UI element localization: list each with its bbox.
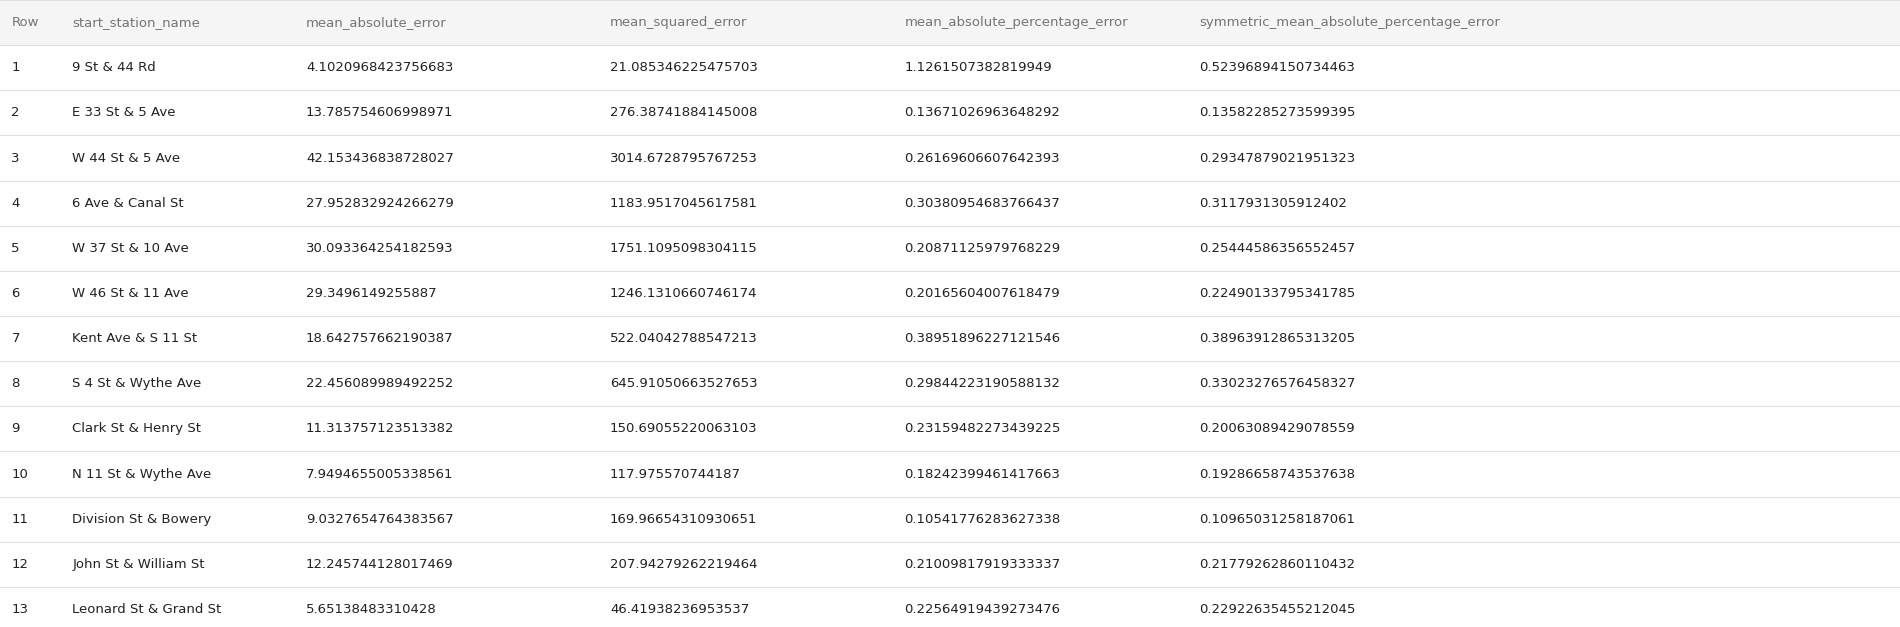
Bar: [0, 45, 1900, 90]
Text: 22.456089989492252: 22.456089989492252: [306, 377, 454, 390]
Text: 207.94279262219464: 207.94279262219464: [610, 558, 758, 571]
Bar: [0, 90, 1900, 135]
Text: 276.38741884145008: 276.38741884145008: [610, 107, 758, 119]
Text: 1.1261507382819949: 1.1261507382819949: [904, 61, 1053, 74]
Bar: [0, 497, 1900, 542]
Text: S 4 St & Wythe Ave: S 4 St & Wythe Ave: [72, 377, 201, 390]
Text: E 33 St & 5 Ave: E 33 St & 5 Ave: [72, 107, 175, 119]
Text: 169.96654310930651: 169.96654310930651: [610, 513, 758, 525]
Text: 12.245744128017469: 12.245744128017469: [306, 558, 454, 571]
Text: 42.153436838728027: 42.153436838728027: [306, 152, 454, 164]
Text: 0.13671026963648292: 0.13671026963648292: [904, 107, 1060, 119]
Text: mean_absolute_error: mean_absolute_error: [306, 16, 446, 29]
Text: 0.38963912865313205: 0.38963912865313205: [1199, 332, 1355, 345]
Bar: [0, 451, 1900, 497]
Text: 11: 11: [11, 513, 28, 525]
Text: Kent Ave & S 11 St: Kent Ave & S 11 St: [72, 332, 198, 345]
Text: N 11 St & Wythe Ave: N 11 St & Wythe Ave: [72, 468, 211, 480]
Bar: [0, 361, 1900, 406]
Text: 0.21779262860110432: 0.21779262860110432: [1199, 558, 1355, 571]
Text: 522.04042788547213: 522.04042788547213: [610, 332, 758, 345]
Text: 30.093364254182593: 30.093364254182593: [306, 242, 454, 255]
Text: 13.785754606998971: 13.785754606998971: [306, 107, 454, 119]
Text: 0.29347879021951323: 0.29347879021951323: [1199, 152, 1355, 164]
Text: 11.313757123513382: 11.313757123513382: [306, 423, 454, 435]
Bar: [0, 181, 1900, 226]
Text: 5.65138483310428: 5.65138483310428: [306, 603, 437, 616]
Text: mean_absolute_percentage_error: mean_absolute_percentage_error: [904, 16, 1129, 29]
Text: 117.975570744187: 117.975570744187: [610, 468, 741, 480]
Bar: [0, 226, 1900, 271]
Text: 2: 2: [11, 107, 19, 119]
Text: 1183.9517045617581: 1183.9517045617581: [610, 197, 758, 209]
Text: 12: 12: [11, 558, 28, 571]
Text: 9: 9: [11, 423, 19, 435]
Text: Row: Row: [11, 16, 38, 29]
Text: 0.3117931305912402: 0.3117931305912402: [1199, 197, 1347, 209]
Text: W 44 St & 5 Ave: W 44 St & 5 Ave: [72, 152, 180, 164]
Text: 6: 6: [11, 287, 19, 300]
Text: 18.642757662190387: 18.642757662190387: [306, 332, 454, 345]
Text: 29.3496149255887: 29.3496149255887: [306, 287, 437, 300]
Text: 0.25444586356552457: 0.25444586356552457: [1199, 242, 1355, 255]
Text: 0.38951896227121546: 0.38951896227121546: [904, 332, 1060, 345]
Text: 46.41938236953537: 46.41938236953537: [610, 603, 749, 616]
Text: 7: 7: [11, 332, 19, 345]
Text: John St & William St: John St & William St: [72, 558, 205, 571]
Text: 0.10541776283627338: 0.10541776283627338: [904, 513, 1060, 525]
Text: 0.33023276576458327: 0.33023276576458327: [1199, 377, 1355, 390]
Bar: [0, 587, 1900, 627]
Text: Division St & Bowery: Division St & Bowery: [72, 513, 211, 525]
Text: 27.952832924266279: 27.952832924266279: [306, 197, 454, 209]
Bar: [0, 316, 1900, 361]
Text: 3: 3: [11, 152, 19, 164]
Text: 3014.6728795767253: 3014.6728795767253: [610, 152, 758, 164]
Text: 13: 13: [11, 603, 28, 616]
Text: 21.085346225475703: 21.085346225475703: [610, 61, 758, 74]
Text: 0.22564919439273476: 0.22564919439273476: [904, 603, 1060, 616]
Bar: [0, 406, 1900, 451]
Text: 7.9494655005338561: 7.9494655005338561: [306, 468, 454, 480]
Text: Leonard St & Grand St: Leonard St & Grand St: [72, 603, 222, 616]
Text: 10: 10: [11, 468, 28, 480]
Text: 1751.1095098304115: 1751.1095098304115: [610, 242, 758, 255]
Bar: [0, 542, 1900, 587]
Text: W 37 St & 10 Ave: W 37 St & 10 Ave: [72, 242, 188, 255]
Text: W 46 St & 11 Ave: W 46 St & 11 Ave: [72, 287, 188, 300]
Text: Clark St & Henry St: Clark St & Henry St: [72, 423, 201, 435]
Text: 0.20063089429078559: 0.20063089429078559: [1199, 423, 1355, 435]
Text: 0.13582285273599395: 0.13582285273599395: [1199, 107, 1355, 119]
Text: 0.29844223190588132: 0.29844223190588132: [904, 377, 1060, 390]
Text: 0.18242399461417663: 0.18242399461417663: [904, 468, 1060, 480]
Text: 0.21009817919333337: 0.21009817919333337: [904, 558, 1060, 571]
Text: 0.26169606607642393: 0.26169606607642393: [904, 152, 1060, 164]
Text: 9 St & 44 Rd: 9 St & 44 Rd: [72, 61, 156, 74]
Text: 645.91050663527653: 645.91050663527653: [610, 377, 758, 390]
Text: 0.19286658743537638: 0.19286658743537638: [1199, 468, 1355, 480]
Text: 0.10965031258187061: 0.10965031258187061: [1199, 513, 1355, 525]
Text: 4: 4: [11, 197, 19, 209]
Text: 0.20871125979768229: 0.20871125979768229: [904, 242, 1060, 255]
Text: 0.23159482273439225: 0.23159482273439225: [904, 423, 1060, 435]
Text: 4.1020968423756683: 4.1020968423756683: [306, 61, 454, 74]
Bar: [0, 135, 1900, 181]
Text: 0.52396894150734463: 0.52396894150734463: [1199, 61, 1355, 74]
Bar: [0, 271, 1900, 316]
Text: 5: 5: [11, 242, 19, 255]
Text: start_station_name: start_station_name: [72, 16, 200, 29]
Text: 0.20165604007618479: 0.20165604007618479: [904, 287, 1060, 300]
Text: 0.22922635455212045: 0.22922635455212045: [1199, 603, 1355, 616]
Text: 1: 1: [11, 61, 19, 74]
Text: 150.69055220063103: 150.69055220063103: [610, 423, 758, 435]
Text: 8: 8: [11, 377, 19, 390]
Bar: [0, 0, 1900, 45]
Text: 6 Ave & Canal St: 6 Ave & Canal St: [72, 197, 184, 209]
Text: 0.22490133795341785: 0.22490133795341785: [1199, 287, 1355, 300]
Text: 0.30380954683766437: 0.30380954683766437: [904, 197, 1060, 209]
Text: symmetric_mean_absolute_percentage_error: symmetric_mean_absolute_percentage_error: [1199, 16, 1499, 29]
Text: 1246.1310660746174: 1246.1310660746174: [610, 287, 758, 300]
Text: 9.0327654764383567: 9.0327654764383567: [306, 513, 454, 525]
Text: mean_squared_error: mean_squared_error: [610, 16, 747, 29]
